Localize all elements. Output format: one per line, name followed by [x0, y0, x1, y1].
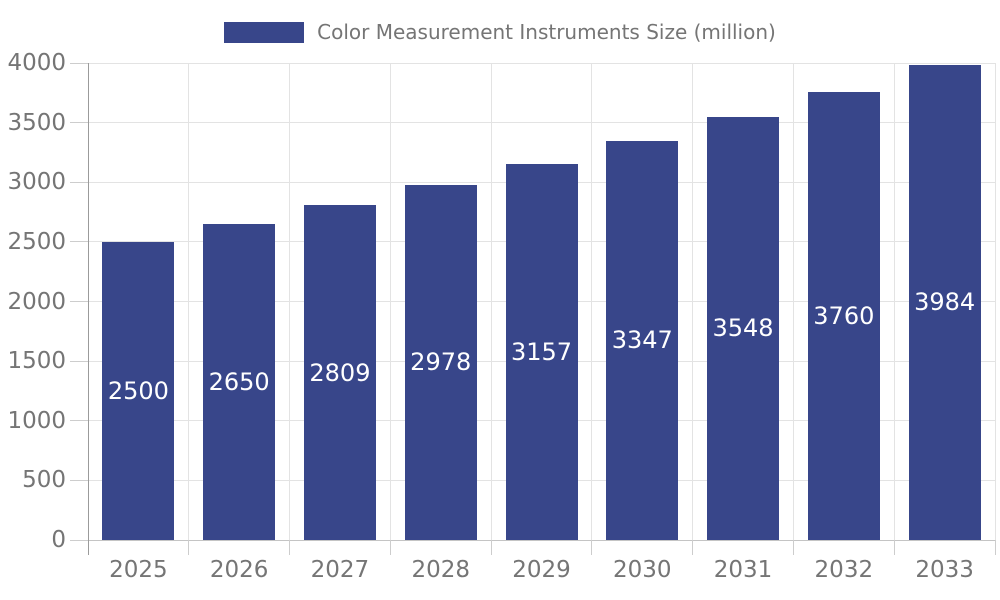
x-tick	[792, 540, 794, 555]
x-tick	[994, 540, 996, 555]
y-tick	[70, 420, 88, 422]
y-tick-label: 2500	[7, 228, 66, 255]
x-tick-label: 2031	[713, 557, 773, 583]
x-tick-label: 2033	[915, 557, 974, 583]
bar-value-label: 2500	[107, 376, 169, 405]
bar: 2809	[303, 205, 376, 540]
x-tick-label: 2028	[411, 557, 470, 583]
x-tick	[389, 540, 391, 555]
x-tick-label: 2025	[109, 557, 168, 583]
y-tick	[70, 181, 88, 183]
v-gridline	[692, 63, 694, 540]
y-tick	[70, 360, 88, 362]
zero-gridline	[88, 539, 995, 541]
y-tick-label: 3500	[7, 109, 66, 136]
legend-swatch	[224, 21, 305, 43]
y-tick-label: 1000	[7, 407, 66, 434]
y-tick-label: 1500	[7, 348, 66, 375]
y-tick-label: 2000	[7, 288, 66, 315]
x-tick	[692, 540, 694, 555]
y-tick	[70, 539, 88, 541]
bar: 3347	[606, 140, 679, 540]
v-gridline	[289, 63, 291, 540]
bar-value-label: 3157	[510, 337, 573, 366]
h-gridline	[88, 62, 995, 64]
y-tick	[70, 479, 88, 481]
legend: Color Measurement Instruments Size (mill…	[0, 20, 1000, 44]
bar-value-label: 3347	[611, 326, 673, 355]
bar-value-label: 2650	[208, 367, 270, 396]
bar: 2978	[404, 184, 477, 540]
v-gridline	[490, 63, 492, 540]
v-gridline	[591, 63, 593, 540]
x-tick	[893, 540, 895, 555]
y-axis-line	[87, 63, 89, 555]
v-gridline	[792, 63, 794, 540]
x-tick-label: 2030	[612, 557, 672, 583]
y-tick-label: 4000	[7, 50, 66, 76]
bar-value-label: 2978	[410, 348, 472, 377]
bar-value-label: 3548	[712, 314, 774, 343]
x-tick	[591, 540, 593, 555]
bar: 3157	[505, 163, 578, 540]
x-tick	[87, 540, 89, 555]
bar: 2500	[102, 241, 175, 540]
v-gridline	[994, 63, 996, 540]
v-gridline	[893, 63, 895, 540]
bar: 2650	[203, 223, 276, 540]
y-tick	[70, 301, 88, 302]
bar-value-label: 2809	[309, 358, 371, 387]
y-tick-label: 0	[51, 527, 66, 553]
y-tick	[70, 122, 88, 124]
x-tick-label: 2032	[814, 557, 874, 583]
v-gridline	[389, 63, 391, 540]
bar: 3548	[707, 116, 780, 540]
h-gridline	[88, 122, 995, 124]
y-tick-label: 500	[22, 467, 66, 494]
x-tick	[188, 540, 190, 555]
bar-value-label: 3760	[813, 301, 875, 330]
x-tick-label: 2027	[310, 557, 370, 583]
x-tick	[490, 540, 492, 555]
x-tick-label: 2029	[512, 557, 571, 583]
bar-value-label: 3984	[914, 288, 976, 317]
bar: 3984	[908, 64, 981, 540]
legend-label: Color Measurement Instruments Size (mill…	[317, 20, 776, 44]
y-tick-label: 3000	[7, 169, 66, 196]
y-tick	[70, 241, 88, 243]
y-tick	[70, 62, 88, 64]
x-tick	[289, 540, 291, 555]
v-gridline	[188, 63, 190, 540]
bar: 3760	[807, 91, 880, 540]
x-tick-label: 2026	[209, 557, 269, 583]
